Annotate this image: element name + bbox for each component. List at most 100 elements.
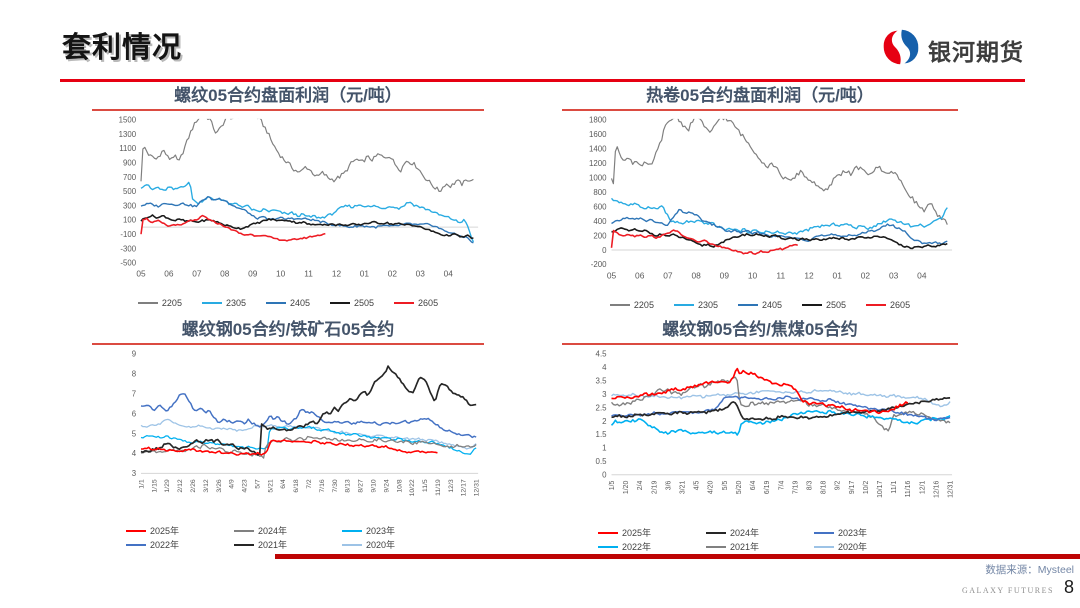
- svg-text:12/3: 12/3: [448, 479, 455, 493]
- svg-text:8/13: 8/13: [345, 479, 352, 493]
- svg-text:05: 05: [607, 270, 617, 280]
- svg-text:1: 1: [602, 444, 607, 453]
- svg-text:1800: 1800: [589, 116, 607, 125]
- svg-text:6/4: 6/4: [750, 480, 757, 490]
- galaxy-futures-logo: 银河期货: [882, 28, 1024, 71]
- svg-text:1100: 1100: [119, 144, 136, 153]
- svg-text:10/2: 10/2: [863, 480, 870, 494]
- legend-item: 2305: [201, 298, 246, 308]
- svg-text:1.5: 1.5: [596, 430, 608, 439]
- svg-text:10/17: 10/17: [877, 480, 884, 497]
- svg-text:03: 03: [889, 270, 899, 280]
- legend-item: 2025年: [598, 526, 706, 539]
- svg-text:3: 3: [602, 390, 607, 399]
- svg-text:2.5: 2.5: [596, 403, 608, 412]
- legend-item: 2605: [866, 300, 910, 310]
- logo-text: 银河期货: [928, 38, 1024, 65]
- svg-text:900: 900: [123, 159, 137, 168]
- legend-item: 2025年: [126, 524, 234, 537]
- chart-canvas: 1800 1600 1400 1200 1000 800 600 400 200 0 -200 05 0…: [562, 112, 958, 300]
- svg-text:1600: 1600: [589, 130, 607, 139]
- chart-title-underline: [92, 343, 484, 345]
- chart-canvas: 4.5 4 3.5 3 2.5 2 1.5 1 0.5 0 1/5 1/20 2/4 2/19 3/6 3/2…: [562, 346, 958, 526]
- galaxy-logo-icon: [882, 28, 920, 71]
- company-name: GALAXY FUTURES: [961, 586, 1054, 595]
- svg-text:12: 12: [804, 270, 814, 280]
- chart-title: 螺纹钢05合约/铁矿石05合约: [181, 320, 395, 339]
- svg-text:07: 07: [192, 269, 202, 279]
- svg-text:5/7: 5/7: [254, 479, 261, 489]
- footer-info: 数据来源：Mysteel GALAXY FUTURES 8: [962, 562, 1074, 598]
- legend-item: 2305: [673, 300, 718, 310]
- svg-text:1/15: 1/15: [151, 479, 158, 493]
- chart-title: 螺纹钢05合约/焦煤05合约: [662, 320, 858, 339]
- svg-text:-200: -200: [591, 260, 607, 269]
- svg-text:800: 800: [593, 188, 607, 197]
- svg-text:12/31: 12/31: [948, 480, 955, 497]
- chart-rebar-profit: 螺纹05合约盘面利润（元/吨） 1500 1300 1100 900 700 500 300…: [92, 86, 484, 308]
- svg-text:10: 10: [276, 269, 286, 279]
- svg-text:03: 03: [416, 269, 426, 279]
- svg-text:04: 04: [917, 270, 927, 280]
- svg-text:10/8: 10/8: [396, 479, 403, 493]
- legend-item: 2020年: [814, 540, 922, 553]
- svg-text:02: 02: [388, 269, 398, 279]
- page-number: 8: [1063, 577, 1074, 597]
- svg-text:12/17: 12/17: [461, 479, 468, 496]
- svg-text:-100: -100: [120, 230, 136, 239]
- chart-canvas: 1500 1300 1100 900 700 500 300 100 -100 -300 -500 0…: [92, 112, 484, 298]
- svg-text:9/2: 9/2: [835, 480, 842, 490]
- chart-title: 热卷05合约盘面利润（元/吨）: [646, 86, 874, 105]
- svg-text:3.5: 3.5: [596, 377, 608, 386]
- svg-text:8/3: 8/3: [806, 480, 813, 490]
- legend-item: 2020年: [342, 538, 450, 551]
- svg-text:7/2: 7/2: [306, 479, 313, 489]
- svg-text:7: 7: [132, 389, 136, 398]
- data-source-text: 数据来源：Mysteel: [985, 564, 1074, 576]
- svg-text:9/10: 9/10: [370, 479, 377, 493]
- legend-item: 2405: [265, 298, 310, 308]
- svg-text:1300: 1300: [119, 130, 137, 139]
- svg-text:1/5: 1/5: [609, 480, 616, 490]
- svg-text:100: 100: [123, 216, 137, 225]
- chart-legend: 2205 2305 2405 2505 2605: [92, 298, 484, 308]
- svg-text:9/24: 9/24: [383, 479, 390, 493]
- svg-text:0.5: 0.5: [596, 457, 608, 466]
- chart-legend: 2205 2305 2405 2505 2605: [562, 300, 958, 310]
- chart-title-underline: [562, 343, 958, 345]
- svg-text:11/16: 11/16: [905, 480, 912, 497]
- svg-text:7/19: 7/19: [792, 480, 799, 494]
- svg-text:04: 04: [444, 269, 454, 279]
- svg-text:1/29: 1/29: [164, 479, 171, 493]
- svg-text:2/26: 2/26: [190, 479, 197, 493]
- svg-text:1/20: 1/20: [623, 480, 630, 494]
- svg-text:4/9: 4/9: [229, 479, 236, 489]
- legend-item: 2023年: [342, 524, 450, 537]
- svg-text:2: 2: [602, 417, 606, 426]
- svg-text:07: 07: [663, 270, 673, 280]
- svg-text:3/26: 3/26: [216, 479, 223, 493]
- svg-text:-500: -500: [120, 259, 136, 268]
- svg-text:01: 01: [360, 269, 370, 279]
- svg-text:3/6: 3/6: [665, 480, 672, 490]
- legend-item: 2021年: [234, 538, 342, 551]
- svg-text:1000: 1000: [589, 174, 607, 183]
- svg-text:12/31: 12/31: [474, 479, 481, 496]
- legend-item: 2505: [330, 298, 374, 308]
- svg-text:08: 08: [691, 270, 701, 280]
- svg-text:500: 500: [123, 187, 137, 196]
- chart-title-underline: [562, 109, 958, 111]
- legend-item: 2024年: [234, 524, 342, 537]
- svg-text:12/1: 12/1: [919, 480, 926, 494]
- svg-text:11/19: 11/19: [435, 479, 442, 496]
- svg-text:3/21: 3/21: [680, 480, 687, 494]
- svg-text:2/12: 2/12: [177, 479, 184, 493]
- svg-text:4/23: 4/23: [242, 479, 249, 493]
- svg-text:1200: 1200: [589, 159, 607, 168]
- svg-text:2/19: 2/19: [651, 480, 658, 494]
- svg-text:600: 600: [593, 202, 607, 211]
- chart-hrc-profit: 热卷05合约盘面利润（元/吨） 1800 1600 1400 1200 1000 800 6…: [562, 86, 958, 310]
- svg-text:4/20: 4/20: [708, 480, 715, 494]
- svg-text:10: 10: [748, 270, 758, 280]
- chart-title: 螺纹05合约盘面利润（元/吨）: [174, 86, 402, 105]
